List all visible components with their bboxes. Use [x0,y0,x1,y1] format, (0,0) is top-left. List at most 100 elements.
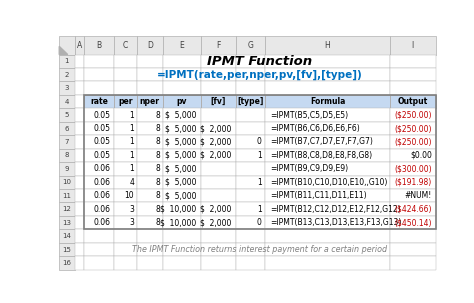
Text: $  5,000: $ 5,000 [165,124,196,133]
Text: 14: 14 [63,233,72,239]
Bar [137,256,163,270]
Text: $0.00: $0.00 [410,151,432,160]
Text: $  5,000: $ 5,000 [165,191,196,200]
Bar [201,175,236,189]
Bar [163,229,201,243]
Bar [163,256,201,270]
Bar [137,216,163,229]
Bar [114,95,137,108]
Bar [390,149,436,162]
Bar [265,202,390,216]
Bar [265,122,390,135]
Bar [59,135,75,149]
Bar [265,243,390,256]
Text: =IPMT(rate,per,nper,pv,[fv],[type]): =IPMT(rate,per,nper,pv,[fv],[type]) [157,70,363,80]
Text: Output: Output [398,97,428,106]
Bar [201,55,236,68]
Text: 4: 4 [129,178,134,187]
Text: 0.06: 0.06 [93,218,110,227]
Bar [236,189,265,202]
Bar [114,122,137,135]
Bar [163,95,201,108]
Text: ($424.66): ($424.66) [394,205,432,214]
Bar [163,135,201,149]
Text: 0.05: 0.05 [93,124,110,133]
Bar [390,55,436,68]
Text: $  2,000: $ 2,000 [201,138,232,146]
Bar [84,36,114,55]
Bar [75,149,84,162]
Bar [137,122,163,135]
Text: 10: 10 [125,191,134,200]
Bar [201,229,236,243]
Bar [163,68,201,82]
Text: 1: 1 [129,138,134,146]
Bar [75,135,84,149]
Text: C: C [123,41,128,50]
Bar [114,243,137,256]
Text: $  2,000: $ 2,000 [201,124,232,133]
Text: $  5,000: $ 5,000 [165,111,196,120]
Text: $  5,000: $ 5,000 [165,164,196,173]
Bar [137,175,163,189]
Text: D: D [147,41,153,50]
Bar [236,95,265,108]
Bar [59,68,75,82]
Text: 1: 1 [257,205,262,214]
Text: =IPMT(B11,C11,D11,E11): =IPMT(B11,C11,D11,E11) [270,191,367,200]
Text: 0.06: 0.06 [93,191,110,200]
Text: 1: 1 [129,124,134,133]
Bar [59,162,75,175]
Text: 11: 11 [63,193,72,199]
Text: $  2,000: $ 2,000 [201,205,232,214]
Bar [390,108,436,122]
Bar [163,55,201,68]
Text: rate: rate [90,97,108,106]
Text: 8: 8 [155,205,160,214]
Bar [236,149,265,162]
Text: =IPMT(B8,C8,D8,E8,F8,G8): =IPMT(B8,C8,D8,E8,F8,G8) [270,151,373,160]
Bar [84,243,114,256]
Text: =IPMT(B7,C7,D7,E7,F7,G7): =IPMT(B7,C7,D7,E7,F7,G7) [270,138,373,146]
Bar [137,82,163,95]
Bar [137,36,163,55]
Bar [137,108,163,122]
Bar [236,175,265,189]
Bar [201,149,236,162]
Text: 8: 8 [155,124,160,133]
Text: 1: 1 [129,151,134,160]
Bar [84,95,436,229]
Bar [163,108,201,122]
Text: 15: 15 [63,247,72,252]
Bar [84,82,114,95]
Text: 1: 1 [257,151,262,160]
Bar [114,55,137,68]
Bar [59,189,75,202]
Text: 1: 1 [257,178,262,187]
Bar [236,122,265,135]
Bar [59,108,75,122]
Text: I: I [411,41,414,50]
Bar [75,202,84,216]
Bar [236,243,265,256]
Bar [114,256,137,270]
Text: E: E [180,41,184,50]
Bar [163,36,201,55]
Bar [137,243,163,256]
Bar [84,229,114,243]
Text: 8: 8 [155,164,160,173]
Bar [75,162,84,175]
Text: per: per [118,97,133,106]
Polygon shape [59,46,68,55]
Bar [84,122,114,135]
Bar [84,216,114,229]
Text: 0: 0 [257,218,262,227]
Bar [59,202,75,216]
Text: 16: 16 [63,260,72,266]
Bar [84,135,114,149]
Bar [265,108,390,122]
Bar [59,122,75,135]
Text: $  2,000: $ 2,000 [201,151,232,160]
Bar [59,36,75,55]
Bar [236,162,265,175]
